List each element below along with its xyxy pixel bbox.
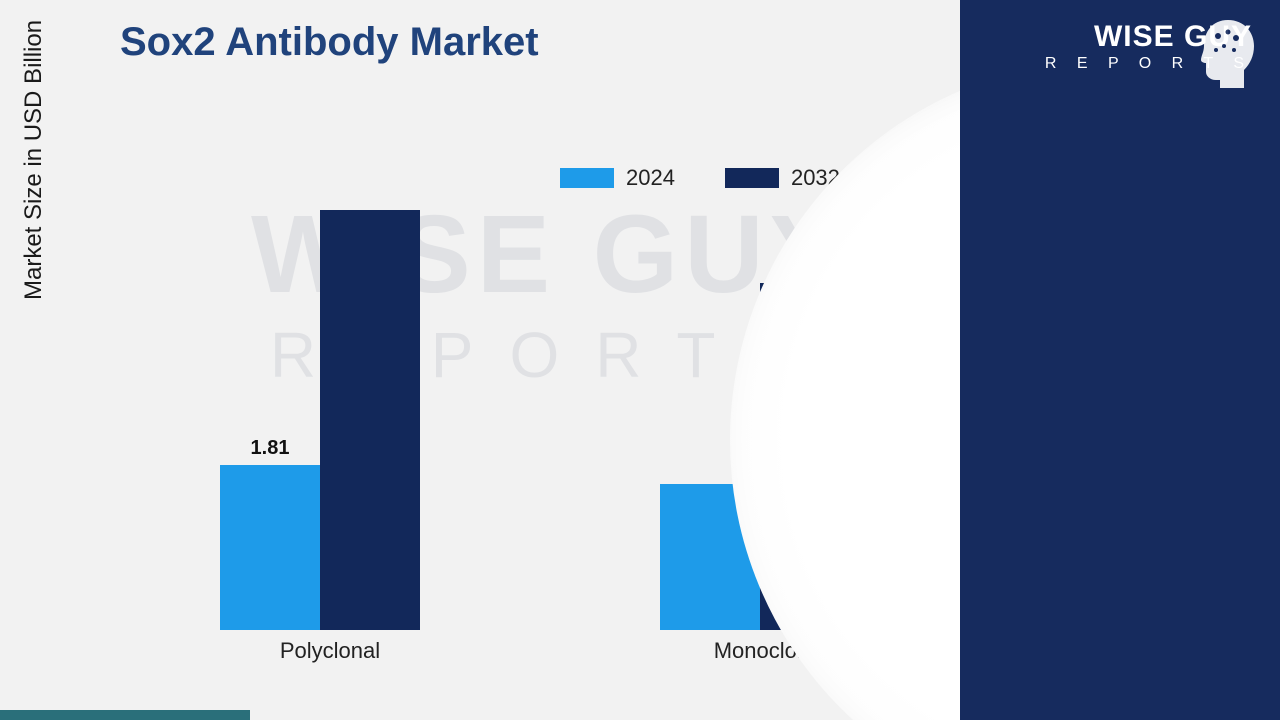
bottom-accent-bar	[0, 710, 250, 720]
brand-logo: WISE GUY R E P O R T S	[1045, 22, 1252, 72]
chart-title: Sox2 Antibody Market	[120, 20, 539, 65]
sidebar-right	[960, 0, 1280, 720]
category-label-polyclonal: Polyclonal	[220, 638, 440, 664]
legend-item-2032: 2032	[725, 165, 840, 191]
bar-value-label: 1.81	[220, 437, 320, 460]
legend-item-2024: 2024	[560, 165, 675, 191]
head-profile-icon	[1198, 18, 1258, 88]
y-axis-label: Market Size in USD Billion	[20, 20, 48, 300]
legend-swatch-2024	[560, 168, 614, 188]
bar-polyclonal-2032	[320, 210, 420, 630]
legend: 2024 2032	[560, 165, 840, 191]
legend-swatch-2032	[725, 168, 779, 188]
legend-label-2024: 2024	[626, 165, 675, 191]
bar-polyclonal-2024: 1.81	[220, 465, 320, 630]
